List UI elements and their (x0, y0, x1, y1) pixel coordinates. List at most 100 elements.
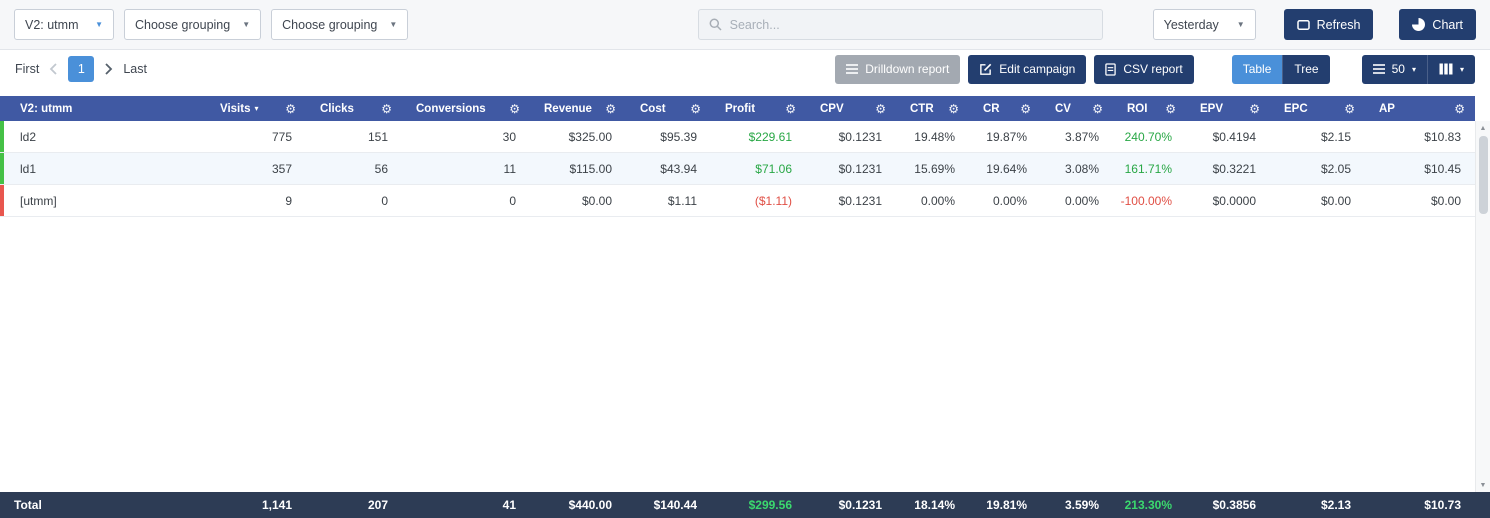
csv-file-icon (1105, 62, 1117, 76)
column-settings-icon[interactable]: ⚙ (948, 101, 959, 116)
cell-conversions: 30 (502, 129, 516, 144)
cell-revenue: $0.00 (581, 193, 612, 208)
column-settings-icon[interactable]: ⚙ (509, 101, 520, 116)
column-label-group: CV (1055, 103, 1071, 115)
row-label: [utmm] (20, 193, 57, 208)
total-cv: 3.59% (1064, 498, 1099, 512)
total-roi: 213.30% (1124, 498, 1172, 512)
column-header-cost[interactable]: Cost ⚙ (626, 96, 711, 121)
edit-campaign-button[interactable]: Edit campaign (968, 54, 1087, 84)
report-table: V2: utmm Visits ▾ ⚙ Clicks ⚙ Conversions ⚙ Reven… (0, 96, 1490, 518)
column-label: Cost (640, 102, 666, 115)
cell-profit: ($1.11) (754, 193, 792, 208)
row-name-cell: ld1 (0, 153, 206, 184)
cell-epc: $2.15 (1320, 129, 1351, 144)
scrollbar-thumb[interactable] (1478, 136, 1488, 214)
scroll-down-icon[interactable]: ▼ (1479, 481, 1487, 489)
column-header-cr[interactable]: CR ⚙ (969, 96, 1041, 121)
column-header-revenue[interactable]: Revenue ⚙ (530, 96, 626, 121)
chevron-right-icon[interactable] (102, 63, 115, 75)
column-header-ap[interactable]: AP ⚙ (1365, 96, 1475, 121)
search-box (697, 9, 1103, 40)
drilldown-report-button[interactable]: Drilldown report (835, 54, 961, 84)
column-header-campaign[interactable]: V2: utmm (0, 96, 206, 121)
date-range-select[interactable]: Yesterday ▼ (1152, 9, 1256, 40)
csv-report-button[interactable]: CSV report (1094, 54, 1194, 84)
table-view-button[interactable]: Table (1231, 54, 1283, 84)
total-cost: $140.44 (653, 498, 697, 512)
search-input[interactable] (729, 17, 1092, 32)
drilldown-report-label: Drilldown report (865, 62, 950, 76)
refresh-button[interactable]: Refresh (1283, 9, 1374, 40)
table-row[interactable]: ld2 775 151 30 $325.00 $95.39 $229.61 $0.1231 19… (0, 121, 1475, 153)
column-label: CPV (820, 102, 844, 115)
table-row[interactable]: [utmm] 9 0 0 $0.00 $1.11 ($1.11) $0.1231 0.00% 0.… (0, 185, 1475, 217)
column-header-cv[interactable]: CV ⚙ (1041, 96, 1113, 121)
columns-button[interactable]: ▾ (1426, 54, 1475, 84)
column-header-visits[interactable]: Visits ▾ ⚙ (206, 96, 306, 121)
page-size-button[interactable]: 50 ▾ (1361, 54, 1427, 84)
page-1-button[interactable]: 1 (68, 56, 95, 82)
cell-conversions: 0 (509, 193, 516, 208)
chevron-left-icon[interactable] (47, 63, 60, 75)
tree-view-button[interactable]: Tree (1282, 54, 1330, 84)
column-header-epc[interactable]: EPC ⚙ (1270, 96, 1365, 121)
chart-button[interactable]: Chart (1399, 9, 1476, 40)
column-header-conversions[interactable]: Conversions ⚙ (402, 96, 530, 121)
columns-icon (1439, 63, 1453, 75)
column-header-profit[interactable]: Profit ⚙ (711, 96, 806, 121)
cell-revenue: $115.00 (569, 161, 613, 176)
column-settings-icon[interactable]: ⚙ (1344, 101, 1355, 116)
column-settings-icon[interactable]: ⚙ (605, 101, 616, 116)
column-settings-icon[interactable]: ⚙ (1165, 101, 1176, 116)
column-settings-icon[interactable]: ⚙ (1020, 101, 1031, 116)
column-settings-icon[interactable]: ⚙ (1454, 101, 1465, 116)
column-label-group: AP (1379, 103, 1395, 115)
column-header-clicks[interactable]: Clicks ⚙ (306, 96, 402, 121)
cell-revenue: $325.00 (568, 129, 612, 144)
column-settings-icon[interactable]: ⚙ (381, 101, 392, 116)
total-label: Total (14, 498, 42, 512)
column-label-group: Profit (725, 103, 755, 115)
column-label-group: EPV (1200, 103, 1223, 115)
column-settings-icon[interactable]: ⚙ (1249, 101, 1260, 116)
column-settings-icon[interactable]: ⚙ (690, 101, 701, 116)
column-header-epv[interactable]: EPV ⚙ (1186, 96, 1270, 121)
column-label-group: Visits ▾ (220, 103, 259, 115)
column-settings-icon[interactable]: ⚙ (285, 101, 296, 116)
grouping-select-2[interactable]: Choose grouping ▼ (271, 9, 409, 40)
status-indicator (0, 185, 4, 216)
refresh-icon (1296, 19, 1310, 30)
total-cpv: $0.1231 (838, 498, 882, 512)
column-label-group: EPC (1284, 103, 1308, 115)
vertical-scrollbar[interactable]: ▲ ▼ (1475, 121, 1490, 492)
scroll-up-icon[interactable]: ▲ (1479, 124, 1487, 132)
cell-ap: $0.00 (1430, 193, 1461, 208)
column-header-cpv[interactable]: CPV ⚙ (806, 96, 896, 121)
column-settings-icon[interactable]: ⚙ (1092, 101, 1103, 116)
cell-epv: $0.4194 (1212, 129, 1256, 144)
column-label: Profit (725, 102, 756, 115)
column-header-roi[interactable]: ROI ⚙ (1113, 96, 1186, 121)
cell-visits: 9 (285, 193, 292, 208)
column-label-group: ROI (1127, 103, 1147, 115)
edit-campaign-label: Edit campaign (999, 62, 1076, 76)
table-row[interactable]: ld1 357 56 11 $115.00 $43.94 $71.06 $0.1231 15.6… (0, 153, 1475, 185)
pagination-first[interactable]: First (15, 62, 40, 76)
pagination-last[interactable]: Last (123, 62, 147, 76)
grouping-select-2-value: Choose grouping (282, 17, 378, 32)
cell-clicks: 0 (381, 193, 388, 208)
total-revenue: $440.00 (568, 498, 612, 512)
grid-body: ld2 775 151 30 $325.00 $95.39 $229.61 $0.1231 19… (0, 121, 1490, 492)
column-label: CV (1055, 102, 1071, 115)
column-settings-icon[interactable]: ⚙ (875, 101, 886, 116)
column-settings-icon[interactable]: ⚙ (785, 101, 796, 116)
chevron-down-icon: ▼ (389, 20, 398, 29)
row-label: ld2 (20, 129, 37, 144)
grouping-select-1[interactable]: Choose grouping ▼ (124, 9, 262, 40)
row-name-cell: ld2 (0, 121, 206, 152)
campaign-select[interactable]: V2: utmm ▼ (14, 9, 114, 40)
column-label: CTR (910, 102, 934, 115)
column-header-ctr[interactable]: CTR ⚙ (896, 96, 969, 121)
